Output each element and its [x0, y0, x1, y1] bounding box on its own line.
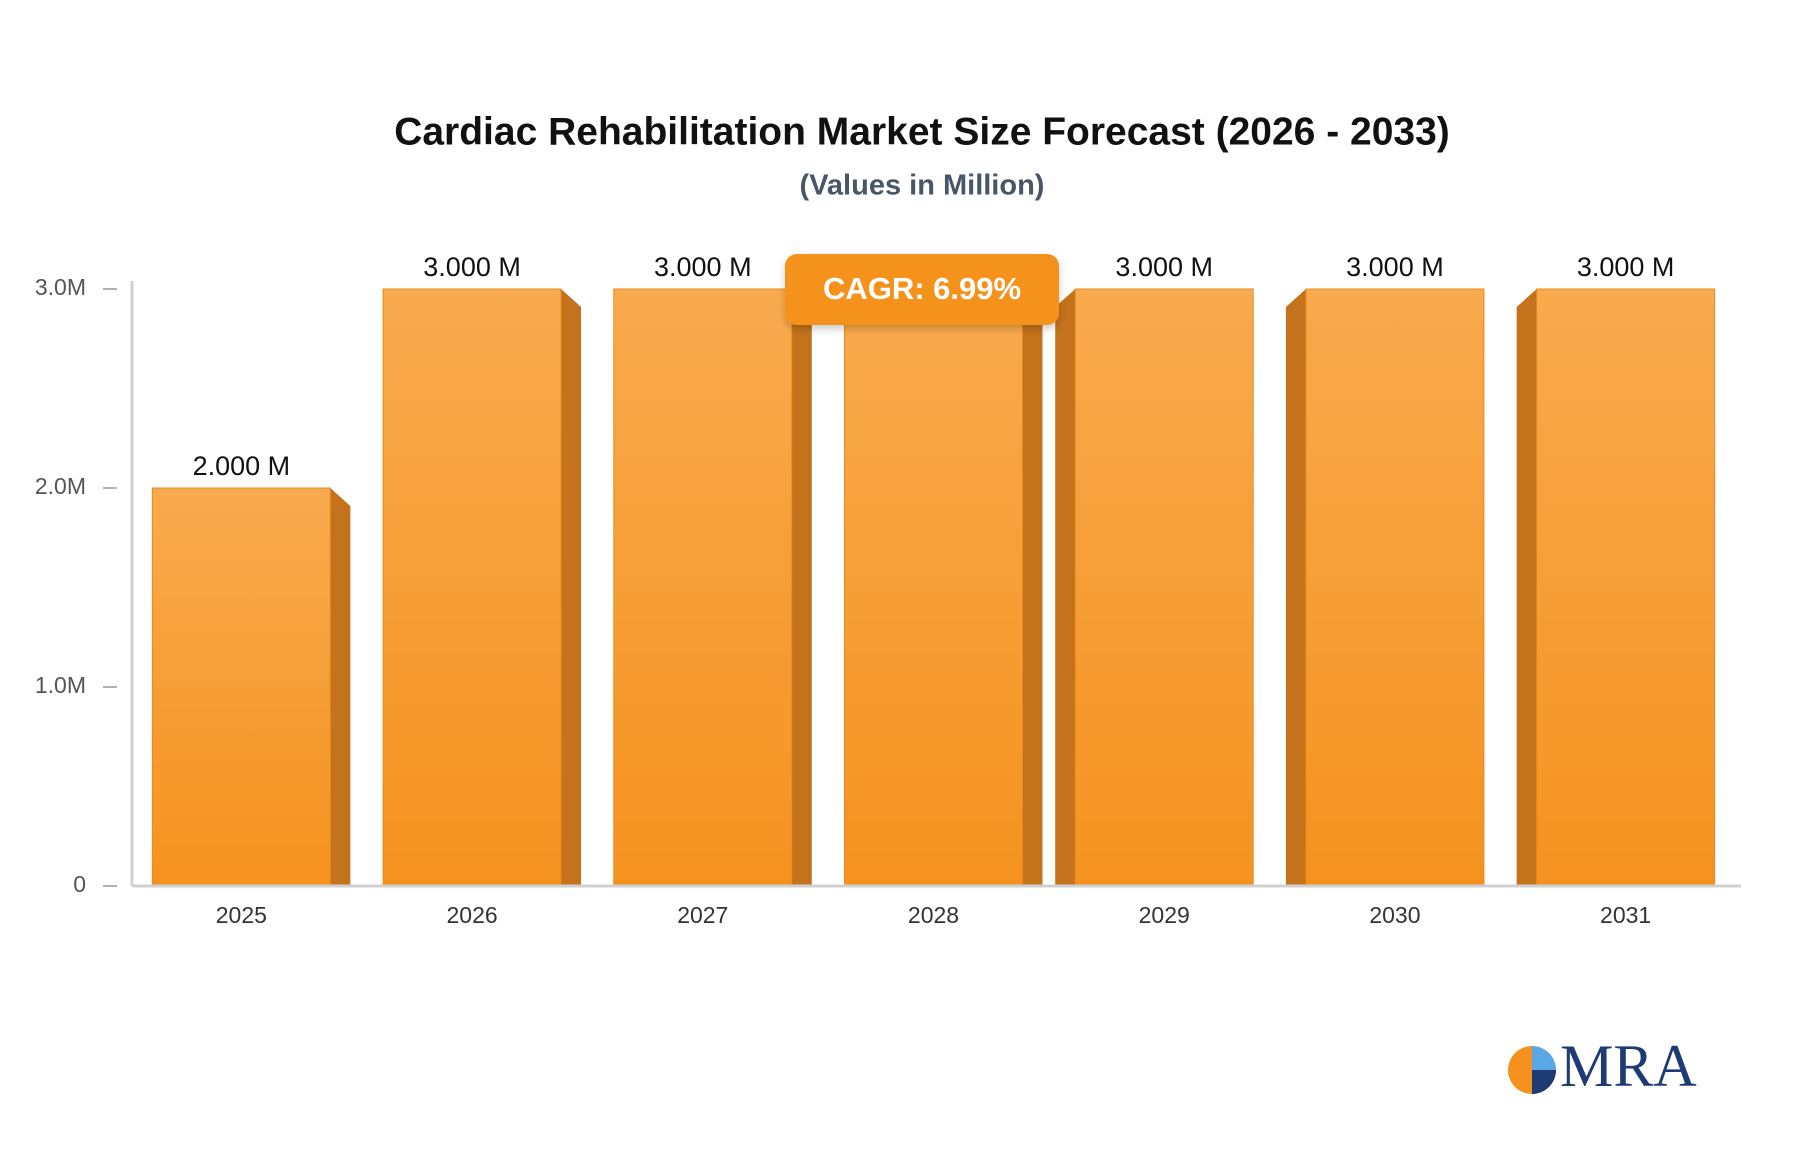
bar-side	[1285, 289, 1306, 886]
bar	[1305, 288, 1485, 887]
chart-title: Cardiac Rehabilitation Market Size Forec…	[394, 110, 1450, 153]
chart-subtitle: (Values in Million)	[800, 170, 1045, 202]
logo-icon-slice	[1532, 1046, 1556, 1070]
bar	[844, 288, 1023, 887]
cagr-badge-text: CAGR: 6.99%	[823, 271, 1021, 306]
value-label: 3.000 M	[654, 252, 752, 282]
x-tick-label: 2028	[908, 902, 959, 928]
value-label: 3.000 M	[1346, 252, 1444, 282]
bar-side	[1516, 289, 1537, 886]
y-tick-label: 3.0M	[35, 274, 86, 300]
bar-side	[561, 289, 582, 886]
bar-side	[1022, 289, 1043, 886]
plot-area: 0 1.0M 2.0M 3.0M 2.000 M 2025 3.000 M 2026 3.000…	[35, 252, 1741, 928]
bar	[382, 288, 562, 887]
y-tick-label: 1.0M	[35, 672, 86, 698]
bar	[1074, 288, 1254, 887]
x-tick-label: 2025	[216, 902, 267, 928]
bar	[613, 288, 793, 887]
logo-icon-slice	[1532, 1070, 1556, 1094]
y-tick-label: 0	[73, 871, 86, 897]
x-tick-label: 2027	[677, 902, 728, 928]
bar-side	[791, 289, 812, 886]
cagr-badge-box	[785, 254, 1059, 325]
x-tick-label: 2030	[1369, 902, 1420, 928]
cagr-badge: CAGR: 6.99%	[785, 254, 1059, 325]
logo: MRA	[1508, 1033, 1697, 1099]
bar	[151, 487, 331, 887]
y-tick-label: 2.0M	[35, 473, 86, 499]
value-label: 3.000 M	[1577, 252, 1675, 282]
logo-text: MRA	[1560, 1033, 1697, 1099]
bar	[1536, 288, 1716, 887]
value-label: 3.000 M	[1115, 252, 1213, 282]
x-tick-label: 2031	[1600, 902, 1651, 928]
value-label: 2.000 M	[193, 451, 291, 481]
x-tick-label: 2026	[446, 902, 497, 928]
value-label: 3.000 M	[423, 252, 521, 282]
bar-side	[330, 488, 351, 886]
x-tick-label: 2029	[1139, 902, 1190, 928]
bar-side	[1055, 289, 1076, 886]
